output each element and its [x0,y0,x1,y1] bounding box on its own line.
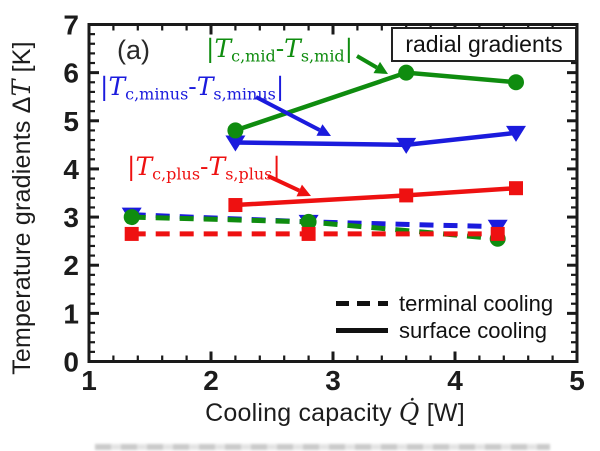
y-tick-label: 5 [63,106,79,137]
legend-surface-label: surface cooling [399,317,547,343]
panel-label: (a) [117,35,150,65]
subscript: c,mid [231,46,276,66]
dashed-line-sample [336,301,388,306]
series-label-mid: |Tc,mid-Ts,mid| [206,36,353,64]
t-symbol: T [214,34,232,63]
solid-line-sample [336,328,388,333]
marker-square [509,181,523,196]
marker-square [301,226,316,241]
legend: terminal cooling surface cooling [336,290,553,344]
radial-gradients-box: radial gradients [391,27,577,62]
t-symbol: T [196,72,214,101]
marker-triangle-down [396,137,417,154]
x-tick-label: 3 [325,365,341,396]
subscript: s,mid [300,46,345,66]
legend-row-terminal: terminal cooling [336,290,553,317]
series-line-plus-solid [235,185,517,208]
minus-sign: - [275,34,285,63]
legend-row-surface: surface cooling [336,317,553,344]
abs-bar: | [100,72,109,101]
y-tick-label: 1 [63,298,79,329]
q-dot-symbol: Q̇ [398,398,420,427]
subscript: c,minus [125,84,189,104]
x-tick-label: 2 [203,365,219,396]
t-symbol: T [208,152,226,181]
abs-bar: | [206,34,215,63]
abs-bar: | [127,152,136,181]
minus-sign: - [188,72,197,101]
delta-t-symbol: T [7,79,36,97]
radial-gradients-label: radial gradients [405,31,563,57]
marker-square [399,188,414,203]
y-tick-label: 3 [63,202,79,233]
subscript: s,minus [213,84,276,104]
y-axis-unit: [K] [8,41,36,80]
marker-triangle-down [506,125,526,142]
subscript: c,plus [152,164,201,184]
marker-square [228,198,243,213]
marker-triangle-down [225,135,246,152]
x-tick-label: 5 [569,365,585,396]
x-axis-unit: [W] [419,399,465,427]
marker-circle [227,122,244,139]
legend-terminal-label: terminal cooling [399,290,554,316]
y-tick-label: 7 [63,10,79,41]
marker-circle [300,213,317,230]
marker-square [490,226,505,241]
y-axis-label-text: Temperature gradients Δ [8,96,36,375]
marker-circle [123,209,140,226]
abs-bar: | [344,34,354,63]
marker-circle [398,64,415,81]
annotation-arrow-plus [267,174,301,193]
y-tick-label: 2 [63,250,79,281]
plot-frame [87,23,579,363]
y-tick-label: 0 [63,347,79,378]
series-label-minus: |Tc,minus-Ts,minus| [100,74,284,102]
x-tick-label: 1 [81,365,97,396]
y-tick-label: 4 [63,154,79,185]
y-axis-label: Temperature gradients ΔT [K] [7,8,39,408]
x-axis-label: Cooling capacity Q̇ [W] [135,398,535,428]
abs-bar: | [272,152,281,181]
annotation-arrowhead-mid [373,61,388,74]
annotation-arrowhead-plus [296,184,311,197]
annotation-arrowhead-minus [316,124,331,136]
t-symbol: T [135,152,153,181]
subscript: s,plus [225,164,273,184]
marker-circle [508,74,524,91]
x-tick-label: 4 [447,365,463,396]
abs-bar: | [275,72,285,101]
annotation-arrow-mid [355,54,378,70]
cropped-caption-remnant [95,444,550,450]
minus-sign: - [200,152,209,181]
annotation-arrow-minus [255,95,321,132]
t-symbol: T [284,34,301,63]
series-label-plus: |Tc,plus-Ts,plus| [127,154,281,182]
y-tick-label: 6 [63,58,79,89]
marker-square [124,226,139,241]
series-line-minus-solid [235,130,517,148]
t-symbol: T [108,72,126,101]
x-axis-label-text: Cooling capacity [205,399,399,427]
